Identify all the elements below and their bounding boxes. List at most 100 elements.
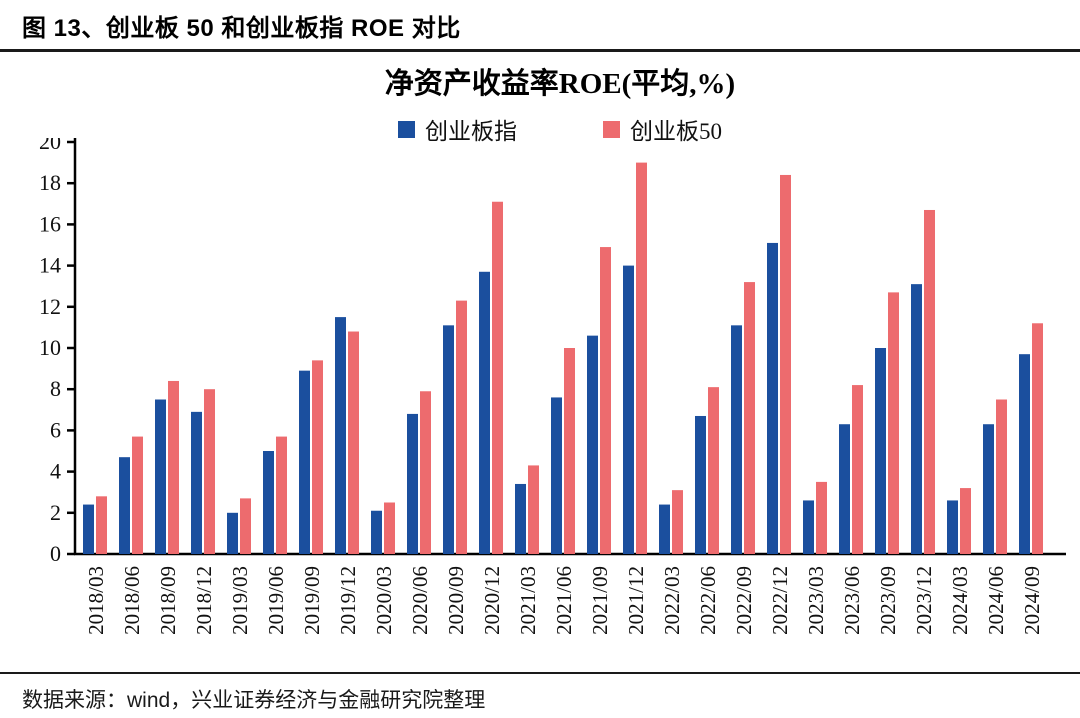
footer-divider bbox=[0, 672, 1080, 674]
x-tick-label: 2023/09 bbox=[876, 566, 900, 635]
bar-创业板50 bbox=[96, 496, 107, 554]
x-tick-label: 2020/06 bbox=[408, 566, 432, 635]
bar-创业板50 bbox=[312, 360, 323, 554]
bar-创业板50 bbox=[780, 174, 791, 554]
legend-item-chinext-index: 创业板指 bbox=[398, 112, 517, 146]
bar-创业板指 bbox=[299, 370, 310, 554]
chart-head: 净资产收益率ROE(平均,%) 创业板指 创业板50 bbox=[70, 60, 1050, 146]
x-tick-label: 2018/06 bbox=[120, 566, 144, 635]
x-tick-label: 2024/03 bbox=[948, 566, 972, 635]
bar-创业板指 bbox=[911, 284, 922, 554]
bar-创业板50 bbox=[852, 385, 863, 554]
legend-label: 创业板指 bbox=[425, 119, 517, 144]
y-tick-label: 10 bbox=[39, 335, 61, 360]
bar-创业板50 bbox=[816, 481, 827, 554]
x-tick-label: 2018/09 bbox=[156, 566, 180, 635]
bar-创业板50 bbox=[132, 436, 143, 554]
x-tick-label: 2022/06 bbox=[696, 566, 720, 635]
bar-创业板50 bbox=[708, 387, 719, 554]
bar-创业板指 bbox=[119, 457, 130, 554]
bar-创业板50 bbox=[456, 300, 467, 554]
bar-创业板50 bbox=[960, 488, 971, 554]
source-note: 数据来源：wind，兴业证券经济与金融研究院整理 bbox=[22, 689, 486, 712]
bar-创业板指 bbox=[983, 424, 994, 554]
bar-创业板指 bbox=[515, 483, 526, 554]
bar-创业板50 bbox=[384, 502, 395, 554]
bar-创业板指 bbox=[1019, 354, 1030, 554]
x-tick-label: 2022/12 bbox=[768, 566, 792, 635]
bar-创业板指 bbox=[767, 242, 778, 554]
bar-创业板50 bbox=[564, 348, 575, 554]
y-tick-label: 16 bbox=[39, 211, 61, 236]
x-tick-label: 2019/06 bbox=[264, 566, 288, 635]
x-tick-label: 2021/12 bbox=[624, 566, 648, 635]
bar-创业板指 bbox=[479, 271, 490, 554]
bar-创业板50 bbox=[168, 380, 179, 554]
x-tick-label: 2024/06 bbox=[984, 566, 1008, 635]
x-tick-label: 2018/12 bbox=[192, 566, 216, 635]
bar-创业板50 bbox=[240, 498, 251, 554]
bar-创业板指 bbox=[587, 335, 598, 554]
chart-legend: 创业板指 创业板50 bbox=[70, 112, 1050, 146]
y-tick-label: 4 bbox=[50, 459, 61, 484]
bar-创业板指 bbox=[227, 512, 238, 554]
plot-area: 0 2 4 6 8 10 12 14 16 18 20 2018/03 2018/06 2018/09 20… bbox=[0, 129, 1080, 660]
x-tick-label: 2024/09 bbox=[1020, 566, 1044, 635]
x-tick-label: 2021/09 bbox=[588, 566, 612, 635]
x-tick-label: 2023/03 bbox=[804, 566, 828, 635]
title-divider bbox=[0, 49, 1080, 52]
legend-swatch-red bbox=[603, 120, 620, 138]
legend-label: 创业板50 bbox=[630, 119, 722, 144]
y-tick-label: 18 bbox=[39, 170, 61, 195]
x-tick-label: 2021/06 bbox=[552, 566, 576, 635]
x-tick-label: 2019/09 bbox=[300, 566, 324, 635]
y-tick-label: 2 bbox=[50, 500, 61, 525]
bar-创业板指 bbox=[335, 317, 346, 554]
bar-创业板指 bbox=[83, 504, 94, 554]
figure-title: 图 13、创业板 50 和创业板指 ROE 对比 bbox=[22, 15, 461, 42]
legend-swatch-blue bbox=[398, 120, 415, 138]
bar-创业板50 bbox=[744, 282, 755, 554]
legend-item-chinext-50: 创业板50 bbox=[603, 112, 722, 146]
bar-创业板指 bbox=[191, 411, 202, 554]
x-tick-label: 2019/12 bbox=[336, 566, 360, 635]
bar-创业板指 bbox=[659, 504, 670, 554]
bar-创业板50 bbox=[636, 162, 647, 554]
bar-创业板50 bbox=[348, 331, 359, 554]
y-tick-label: 12 bbox=[39, 294, 61, 319]
bar-创业板指 bbox=[803, 500, 814, 554]
chart-title: 净资产收益率ROE(平均,%) bbox=[384, 68, 736, 100]
bar-创业板指 bbox=[407, 413, 418, 554]
bar-创业板指 bbox=[875, 348, 886, 554]
bar-创业板指 bbox=[695, 415, 706, 554]
bar-创业板50 bbox=[420, 391, 431, 554]
bar-创业板50 bbox=[276, 436, 287, 554]
x-tick-label: 2021/03 bbox=[516, 566, 540, 635]
y-tick-label: 0 bbox=[50, 541, 61, 566]
bar-创业板指 bbox=[947, 500, 958, 554]
bar-创业板指 bbox=[551, 397, 562, 554]
x-tick-label: 2018/03 bbox=[84, 566, 108, 635]
x-tick-label: 2022/09 bbox=[732, 566, 756, 635]
x-tick-label: 2019/03 bbox=[228, 566, 252, 635]
x-tick-label: 2023/12 bbox=[912, 566, 936, 635]
x-tick-label: 2022/03 bbox=[660, 566, 684, 635]
bar-创业板指 bbox=[623, 265, 634, 554]
bar-创业板50 bbox=[924, 209, 935, 554]
y-tick-label: 14 bbox=[39, 253, 61, 278]
x-tick-label: 2020/03 bbox=[372, 566, 396, 635]
bar-创业板50 bbox=[672, 490, 683, 554]
bar-创业板50 bbox=[204, 389, 215, 554]
bar-创业板50 bbox=[528, 465, 539, 554]
bar-创业板50 bbox=[492, 201, 503, 555]
bar-chart: 0 2 4 6 8 10 12 14 16 18 20 2018/03 2018/06 2018/09 20… bbox=[39, 129, 1066, 635]
bar-创业板50 bbox=[600, 247, 611, 554]
y-tick-label: 20 bbox=[39, 138, 61, 154]
bar-创业板50 bbox=[1032, 323, 1043, 554]
x-tick-label: 2020/12 bbox=[480, 566, 504, 635]
bar-创业板指 bbox=[839, 424, 850, 554]
x-tick-label: 2023/06 bbox=[840, 566, 864, 635]
bar-创业板指 bbox=[443, 325, 454, 554]
y-tick-label: 6 bbox=[50, 417, 61, 442]
